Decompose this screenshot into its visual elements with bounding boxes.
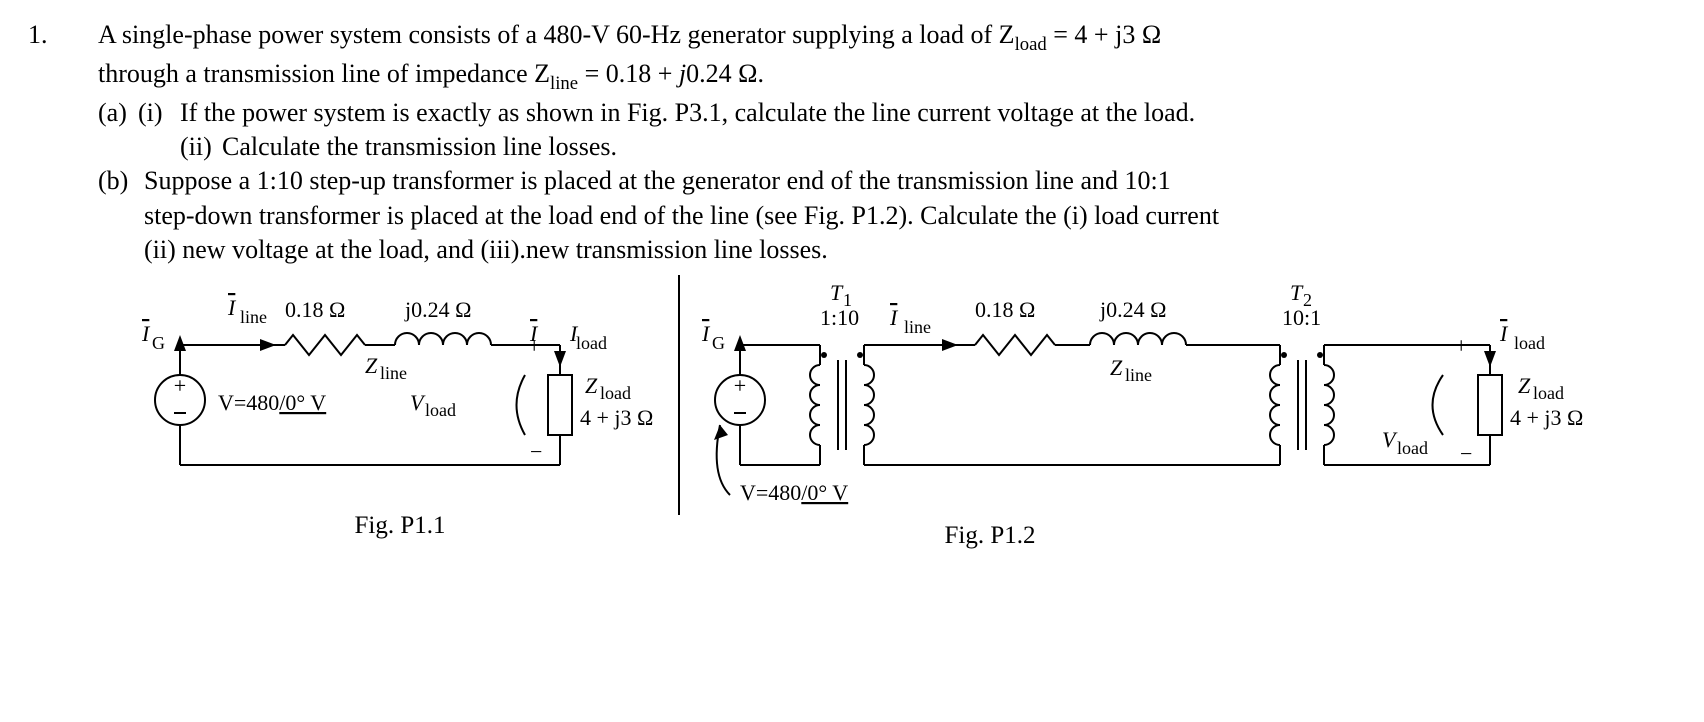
svg-text:V=480/0° V: V=480/0° V: [218, 390, 326, 415]
part-b-line3: (ii) new voltage at the load, and (iii).…: [144, 235, 828, 264]
svg-text:Z: Z: [585, 373, 598, 398]
part-a: (a)(i)If the power system is exactly as …: [98, 96, 1664, 165]
svg-text:load: load: [425, 400, 456, 420]
svg-text:line: line: [1125, 365, 1152, 385]
svg-text:I: I: [889, 305, 899, 330]
fig-p1-2-caption: Fig. P1.2: [840, 519, 1140, 552]
svg-text:4 + j3 Ω: 4 + j3 Ω: [580, 405, 653, 430]
svg-text:G: G: [712, 333, 725, 353]
fig-p1-2-svg: + I G T 1 1:10 I line 0.18 Ω j0.24 Ω Z l…: [690, 275, 1660, 505]
svg-text:j0.24 Ω: j0.24 Ω: [404, 297, 471, 322]
part-b-line1: Suppose a 1:10 step-up transformer is pl…: [144, 166, 1171, 195]
intro-sub-line: line: [550, 73, 578, 94]
part-a-ii-text: Calculate the transmission line losses.: [222, 132, 617, 161]
svg-text:V=480/0° V: V=480/0° V: [740, 480, 848, 505]
part-b-line2: step-down transformer is placed at the l…: [144, 201, 1219, 230]
part-b: (b)Suppose a 1:10 step-up transformer is…: [98, 164, 1664, 267]
svg-text:V: V: [1382, 427, 1398, 452]
svg-text:+: +: [734, 373, 746, 398]
intro-eq2b: 0.24 Ω.: [686, 59, 764, 88]
fig-p1-1-caption: Fig. P1.1: [130, 509, 670, 542]
part-a-label: (a): [98, 96, 138, 130]
svg-text:Z: Z: [365, 353, 378, 378]
intro-eq2: = 0.18 +: [578, 59, 679, 88]
intro-part1: A single-phase power system consists of …: [98, 20, 1015, 49]
svg-text:G: G: [152, 333, 165, 353]
intro-text: A single-phase power system consists of …: [98, 18, 1664, 96]
figure-separator: [678, 275, 680, 515]
part-a-i-text: If the power system is exactly as shown …: [180, 98, 1195, 127]
svg-text:4 + j3 Ω: 4 + j3 Ω: [1510, 405, 1583, 430]
svg-text:I: I: [1499, 321, 1509, 346]
svg-text:line: line: [380, 363, 407, 383]
svg-text:1:10: 1:10: [820, 305, 859, 330]
page: 1. A single-phase power system consists …: [0, 0, 1704, 722]
svg-text:load: load: [600, 383, 631, 403]
svg-text:line: line: [240, 307, 267, 327]
svg-text:load: load: [1533, 383, 1564, 403]
svg-text:Z: Z: [1518, 373, 1531, 398]
svg-text:I: I: [141, 321, 151, 346]
part-b-label: (b): [98, 164, 144, 198]
svg-text:−: −: [1460, 441, 1472, 466]
intro-sub-load: load: [1015, 34, 1047, 55]
svg-text:+: +: [174, 373, 186, 398]
fig-p1-2: + I G T 1 1:10 I line 0.18 Ω j0.24 Ω Z l…: [690, 275, 1660, 551]
fig-p1-1: + I G I line 0.18 Ω j0.24 Ω Z line + −: [130, 275, 670, 541]
svg-text:T: T: [830, 280, 844, 305]
intro-eq1: = 4 + j3 Ω: [1047, 20, 1161, 49]
question-number: 1.: [28, 18, 48, 52]
figures: + I G I line 0.18 Ω j0.24 Ω Z line + −: [130, 275, 1664, 535]
intro-part2a: through a transmission line of impedance…: [98, 59, 550, 88]
svg-text:0.18 Ω: 0.18 Ω: [975, 297, 1035, 322]
svg-text:I: I: [227, 295, 237, 320]
svg-text:Z: Z: [1110, 355, 1123, 380]
svg-text:−: −: [530, 439, 542, 464]
svg-text:load: load: [576, 333, 607, 353]
svg-text:10:1: 10:1: [1282, 305, 1321, 330]
svg-text:j0.24 Ω: j0.24 Ω: [1099, 297, 1166, 322]
part-a-i-label: (i): [138, 96, 180, 130]
svg-text:load: load: [1397, 438, 1428, 458]
fig-p1-1-svg: + I G I line 0.18 Ω j0.24 Ω Z line + −: [130, 275, 670, 495]
svg-text:load: load: [1514, 333, 1545, 353]
svg-text:line: line: [904, 317, 931, 337]
svg-text:I: I: [701, 321, 711, 346]
svg-text:T: T: [1290, 280, 1304, 305]
svg-text:+: +: [1455, 333, 1467, 358]
part-a-ii-label: (ii): [180, 130, 222, 164]
svg-text:V: V: [410, 390, 426, 415]
svg-text:0.18 Ω: 0.18 Ω: [285, 297, 345, 322]
